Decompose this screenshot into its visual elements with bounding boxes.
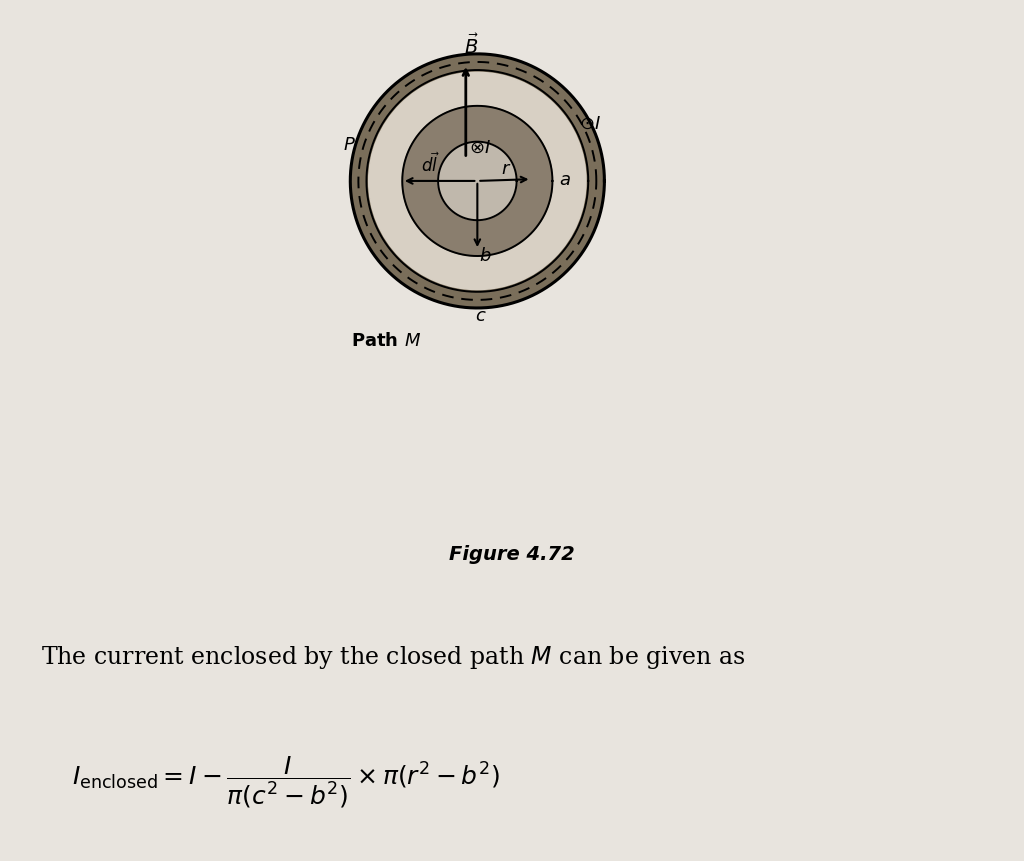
- Text: Figure 4.72: Figure 4.72: [450, 544, 574, 563]
- Text: $b$: $b$: [479, 247, 492, 265]
- Text: $I_{\mathrm{enclosed}}$$ = I - \dfrac{I}{\pi(c^2 - b^2)} \times \pi(r^2 - b^2)$: $I_{\mathrm{enclosed}}$$ = I - \dfrac{I}…: [72, 754, 500, 809]
- Text: $r$: $r$: [501, 160, 511, 178]
- Text: $P$: $P$: [343, 136, 355, 154]
- Circle shape: [350, 55, 604, 308]
- Circle shape: [369, 73, 586, 290]
- Text: $\otimes I$: $\otimes I$: [469, 139, 492, 157]
- Text: $a$: $a$: [559, 170, 571, 189]
- Text: $\vec{B}$: $\vec{B}$: [464, 34, 479, 58]
- Circle shape: [402, 107, 552, 257]
- Circle shape: [438, 142, 517, 221]
- Text: Path $M$: Path $M$: [351, 331, 421, 350]
- Text: $d\vec{l}$: $d\vec{l}$: [421, 152, 440, 176]
- Text: The current enclosed by the closed path $M$ can be given as: The current enclosed by the closed path …: [41, 643, 745, 670]
- Text: $\odot I$: $\odot I$: [579, 115, 600, 133]
- Text: $c$: $c$: [475, 307, 486, 324]
